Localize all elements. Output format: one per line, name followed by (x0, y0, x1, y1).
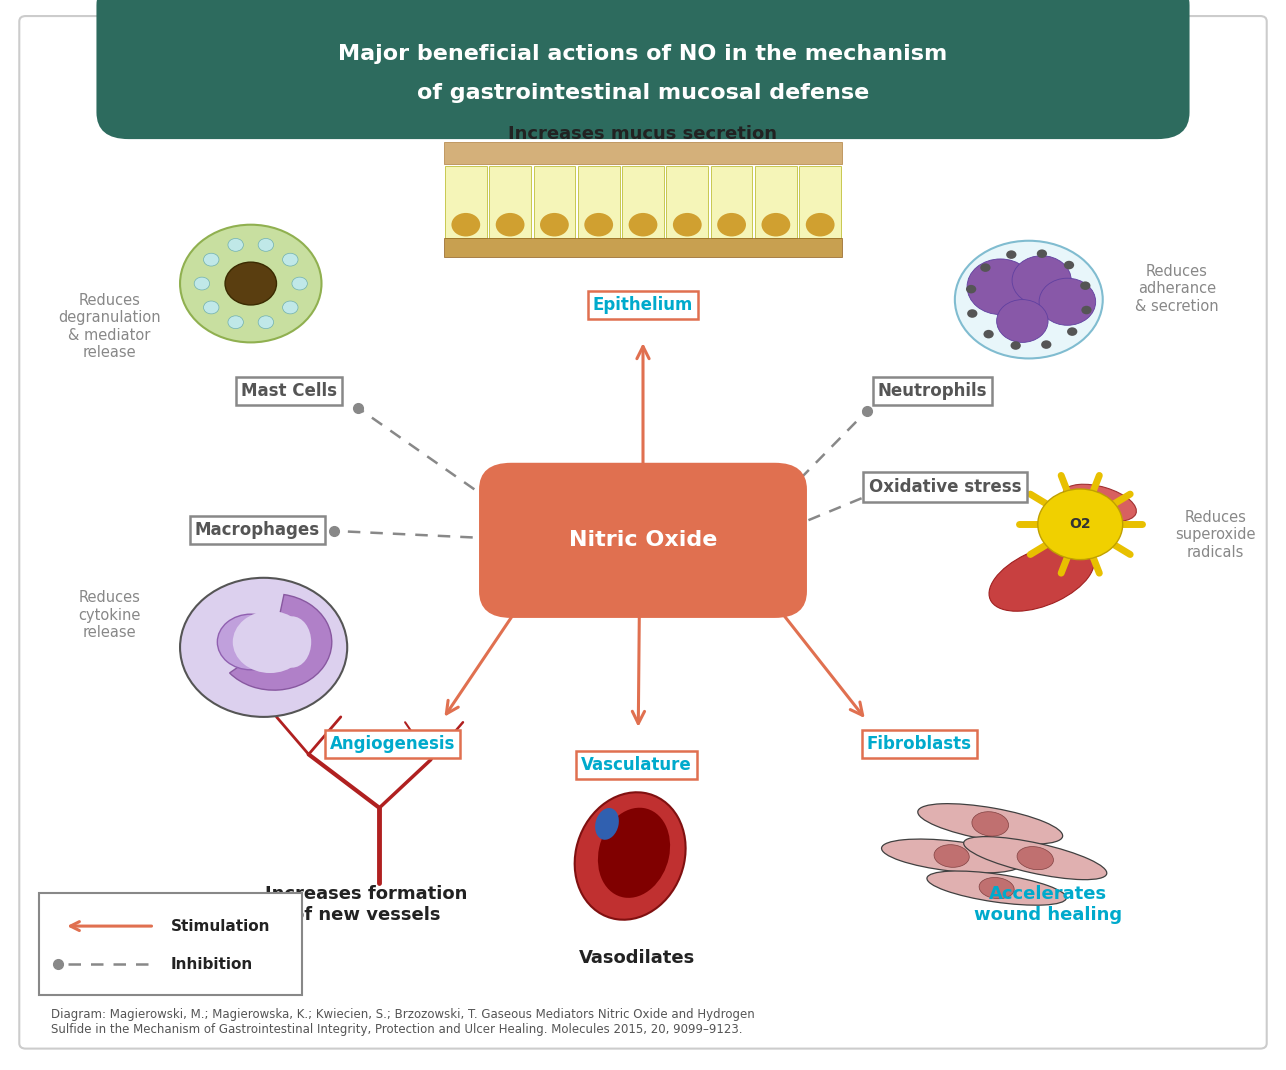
FancyBboxPatch shape (622, 166, 664, 238)
Text: Angiogenesis: Angiogenesis (329, 735, 455, 752)
Circle shape (967, 259, 1034, 315)
Text: Reduces
adherance
& secretion: Reduces adherance & secretion (1134, 264, 1219, 314)
FancyBboxPatch shape (444, 238, 842, 257)
Circle shape (1012, 256, 1071, 305)
Circle shape (1037, 249, 1047, 258)
Ellipse shape (761, 213, 791, 236)
Circle shape (1080, 281, 1091, 290)
Ellipse shape (918, 804, 1062, 844)
Text: Vasculature: Vasculature (581, 756, 692, 774)
FancyBboxPatch shape (577, 166, 620, 238)
Ellipse shape (673, 213, 702, 236)
Ellipse shape (882, 839, 1021, 873)
Circle shape (283, 254, 298, 266)
Text: Fibroblasts: Fibroblasts (867, 735, 972, 752)
Text: O2: O2 (1070, 517, 1091, 532)
Circle shape (283, 301, 298, 314)
Circle shape (258, 239, 274, 251)
Circle shape (1006, 250, 1016, 259)
Text: Epithelium: Epithelium (593, 296, 693, 314)
Ellipse shape (954, 241, 1102, 358)
Circle shape (997, 300, 1048, 342)
Circle shape (292, 277, 307, 290)
Text: Major beneficial actions of NO in the mechanism: Major beneficial actions of NO in the me… (338, 44, 948, 63)
Text: Oxidative stress: Oxidative stress (869, 478, 1021, 495)
Text: Stimulation: Stimulation (171, 918, 270, 934)
Circle shape (228, 316, 243, 328)
Text: Inhibition: Inhibition (171, 957, 253, 972)
Text: Reduces
cytokine
release: Reduces cytokine release (78, 591, 140, 640)
Circle shape (1082, 306, 1092, 315)
FancyBboxPatch shape (755, 166, 797, 238)
Ellipse shape (1017, 846, 1053, 870)
Ellipse shape (979, 877, 1015, 899)
FancyBboxPatch shape (534, 166, 575, 238)
Ellipse shape (718, 213, 746, 236)
Text: of gastrointestinal mucosal defense: of gastrointestinal mucosal defense (417, 83, 869, 103)
Text: Nitric Oxide: Nitric Oxide (568, 531, 718, 550)
Ellipse shape (963, 837, 1107, 880)
Text: Increases formation
of new vessels: Increases formation of new vessels (265, 885, 468, 923)
FancyBboxPatch shape (711, 166, 752, 238)
Circle shape (1039, 278, 1096, 325)
Ellipse shape (540, 213, 568, 236)
Circle shape (980, 263, 990, 272)
Ellipse shape (806, 213, 835, 236)
Ellipse shape (934, 844, 970, 868)
Text: Accelerates
wound healing: Accelerates wound healing (974, 885, 1123, 923)
Circle shape (1067, 327, 1078, 336)
Text: Vasodilates: Vasodilates (579, 949, 694, 966)
Circle shape (966, 285, 976, 293)
Ellipse shape (1062, 485, 1137, 521)
FancyBboxPatch shape (666, 166, 709, 238)
FancyBboxPatch shape (478, 462, 808, 618)
Circle shape (984, 330, 994, 338)
FancyBboxPatch shape (800, 166, 841, 238)
Circle shape (203, 254, 219, 266)
Ellipse shape (495, 213, 525, 236)
FancyBboxPatch shape (19, 16, 1267, 1049)
Text: Neutrophils: Neutrophils (877, 382, 988, 399)
Ellipse shape (989, 545, 1094, 611)
Text: Diagram: Magierowski, M.; Magierowska, K.; Kwiecien, S.; Brzozowski, T. Gaseous : Diagram: Magierowski, M.; Magierowska, K… (51, 1008, 755, 1036)
Text: Reduces
superoxide
radicals: Reduces superoxide radicals (1175, 510, 1255, 560)
Ellipse shape (273, 616, 311, 668)
Text: Mast Cells: Mast Cells (242, 382, 337, 399)
Ellipse shape (217, 614, 284, 670)
Circle shape (203, 301, 219, 314)
Ellipse shape (927, 871, 1066, 905)
Circle shape (180, 225, 322, 342)
Circle shape (228, 239, 243, 251)
FancyBboxPatch shape (39, 893, 302, 995)
FancyBboxPatch shape (444, 142, 842, 164)
Circle shape (258, 316, 274, 328)
Circle shape (180, 578, 347, 717)
Ellipse shape (598, 808, 670, 898)
Ellipse shape (972, 812, 1008, 836)
FancyBboxPatch shape (96, 0, 1190, 139)
Wedge shape (230, 595, 332, 690)
Ellipse shape (584, 213, 613, 236)
Circle shape (967, 309, 977, 318)
Circle shape (1011, 341, 1021, 350)
Circle shape (1064, 261, 1074, 270)
Circle shape (1042, 340, 1052, 349)
Circle shape (194, 277, 210, 290)
Ellipse shape (595, 808, 619, 840)
Circle shape (1038, 489, 1123, 560)
Text: Reduces
degranulation
& mediator
release: Reduces degranulation & mediator release (58, 293, 161, 360)
Ellipse shape (575, 792, 685, 920)
Text: Macrophages: Macrophages (194, 521, 320, 538)
Circle shape (225, 262, 276, 305)
FancyBboxPatch shape (445, 166, 486, 238)
Ellipse shape (629, 213, 657, 236)
FancyBboxPatch shape (489, 166, 531, 238)
Ellipse shape (451, 213, 480, 236)
Ellipse shape (233, 611, 307, 673)
Text: Increases mucus secretion: Increases mucus secretion (508, 125, 778, 142)
